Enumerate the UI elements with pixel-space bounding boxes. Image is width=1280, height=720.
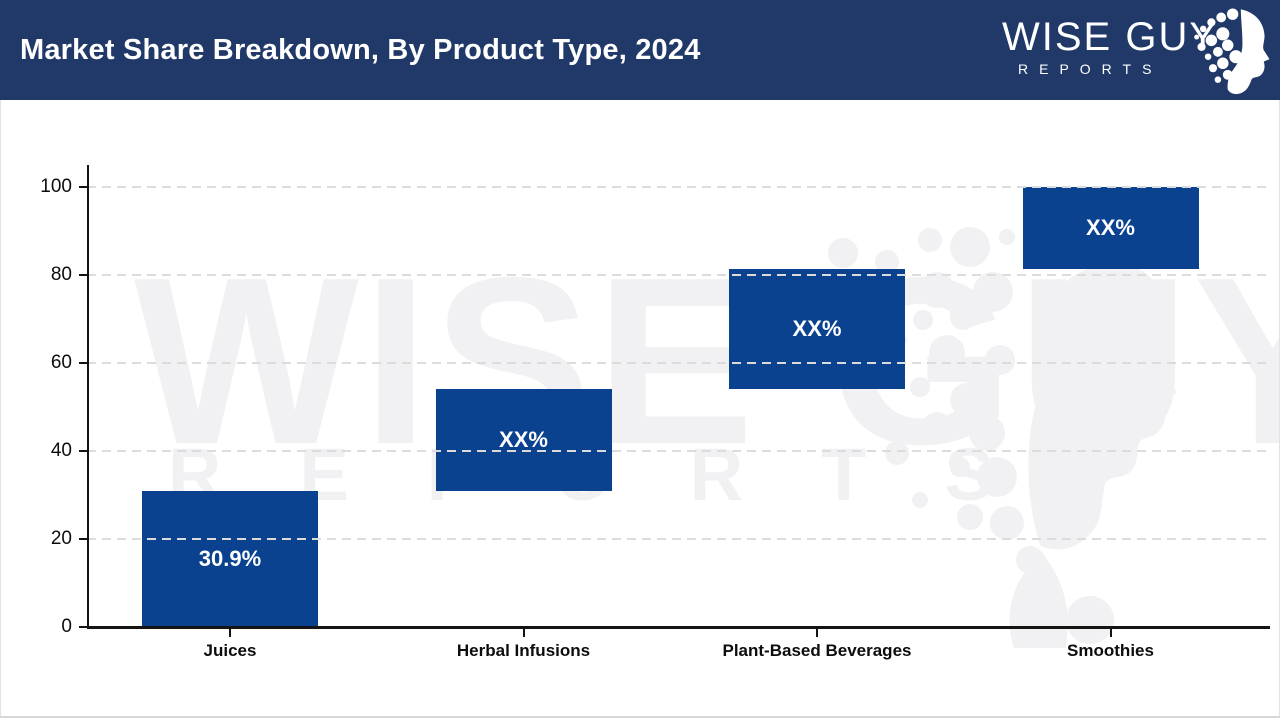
wise-guy-reports-logo: WISE GUY REPORTS bbox=[1002, 0, 1272, 100]
gridline-100 bbox=[87, 186, 1270, 188]
y-axis bbox=[87, 165, 89, 629]
bar-value-label: XX% bbox=[792, 315, 842, 341]
gridline-60 bbox=[87, 362, 1270, 364]
y-tick-mark-60 bbox=[79, 362, 87, 364]
bar-plant-based-beverages bbox=[729, 268, 905, 389]
logo-dotted-face-icon bbox=[1194, 8, 1270, 95]
logo-wise-guy-text: WISE GUY bbox=[1002, 15, 1219, 59]
y-tick-label-40: 40 bbox=[50, 440, 72, 461]
frame-bottom-border bbox=[0, 716, 1280, 718]
logo-reports-text: REPORTS bbox=[1018, 61, 1163, 77]
y-tick-mark-100 bbox=[79, 186, 87, 188]
x-tick-mark bbox=[522, 629, 525, 637]
y-tick-label-60: 60 bbox=[50, 352, 72, 373]
y-tick-label-0: 0 bbox=[61, 616, 72, 637]
y-tick-mark-20 bbox=[79, 538, 87, 540]
y-tick-mark-40 bbox=[79, 450, 87, 452]
x-category-label: Herbal Infusions bbox=[456, 641, 591, 660]
x-category-label: Smoothies bbox=[1067, 641, 1154, 660]
bar-smoothies bbox=[1022, 187, 1199, 269]
gridline-20 bbox=[87, 538, 1270, 540]
page-title: Market Share Breakdown, By Product Type,… bbox=[20, 33, 701, 66]
bar-value-label: XX% bbox=[499, 427, 548, 452]
x-tick-mark bbox=[816, 629, 818, 637]
y-tick-mark-80 bbox=[79, 274, 87, 276]
x-tick-mark bbox=[229, 629, 231, 637]
x-category-label: Plant-Based Beverages bbox=[722, 641, 912, 660]
y-tick-label-100: 100 bbox=[40, 176, 72, 197]
x-axis bbox=[87, 626, 1270, 629]
y-tick-label-80: 80 bbox=[50, 264, 72, 285]
x-tick-mark bbox=[1109, 629, 1112, 637]
y-tick-label-20: 20 bbox=[50, 528, 72, 549]
logo-wordmark: WISE GUY REPORTS bbox=[1002, 15, 1219, 77]
y-tick-mark-0 bbox=[79, 626, 87, 628]
bar-juices bbox=[142, 491, 318, 627]
bar-value-label: 30.9% bbox=[198, 546, 262, 572]
frame-left-border bbox=[0, 100, 1, 716]
gridline-80 bbox=[87, 274, 1270, 276]
bar-herbal-infusions bbox=[435, 388, 612, 492]
bar-value-label: XX% bbox=[1086, 214, 1135, 240]
header-bar: Market Share Breakdown, By Product Type,… bbox=[0, 0, 1280, 100]
x-category-label: Juices bbox=[203, 641, 257, 660]
gridline-40 bbox=[87, 450, 1270, 452]
